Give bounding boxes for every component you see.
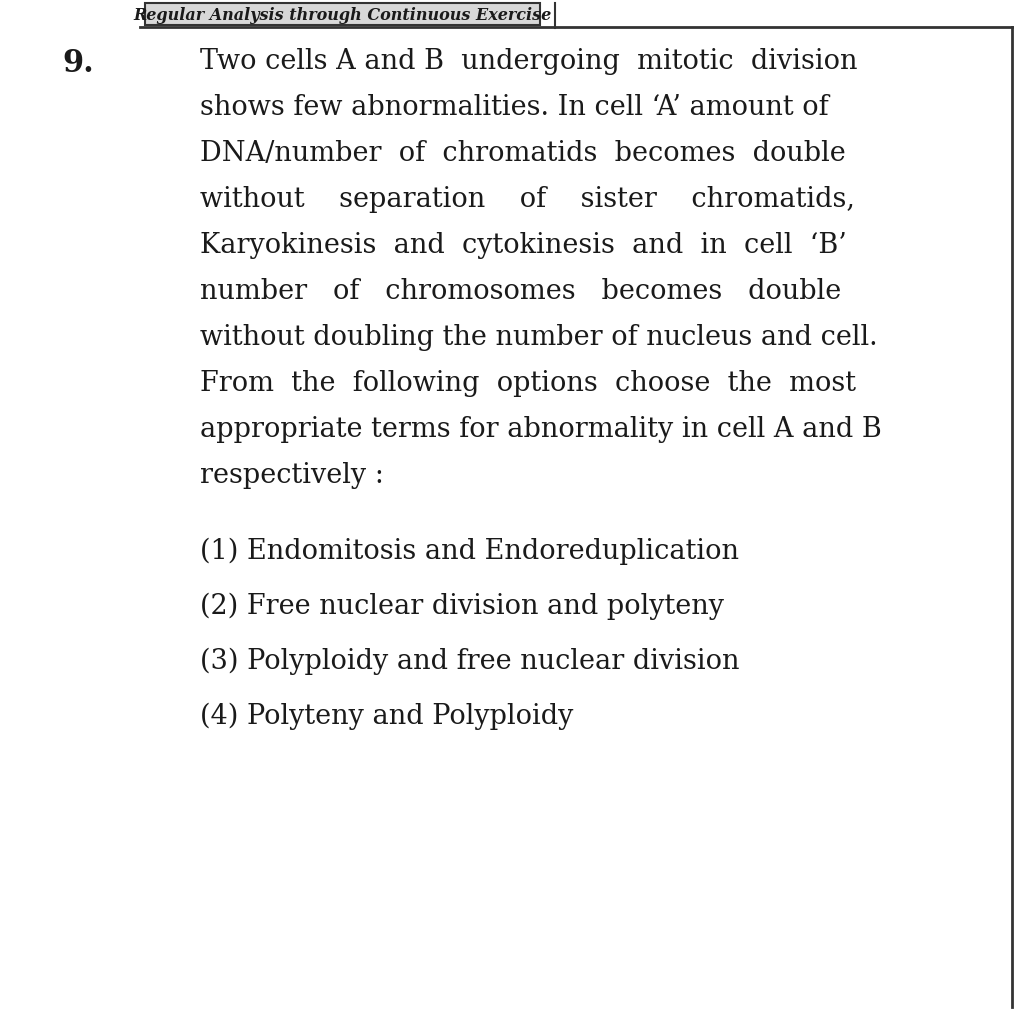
Text: without    separation    of    sister    chromatids,: without separation of sister chromatids,	[200, 186, 855, 212]
Text: shows few abnormalities. In cell ‘A’ amount of: shows few abnormalities. In cell ‘A’ amo…	[200, 94, 828, 121]
Text: Two cells A and B  undergoing  mitotic  division: Two cells A and B undergoing mitotic div…	[200, 48, 857, 75]
Text: DNA/number  of  chromatids  becomes  double: DNA/number of chromatids becomes double	[200, 140, 846, 167]
Text: number   of   chromosomes   becomes   double: number of chromosomes becomes double	[200, 278, 842, 304]
Text: Regular Analysis through Continuous Exercise: Regular Analysis through Continuous Exer…	[133, 6, 552, 23]
Text: respectively :: respectively :	[200, 462, 384, 488]
Text: From  the  following  options  choose  the  most: From the following options choose the mo…	[200, 370, 856, 396]
Text: Karyokinesis  and  cytokinesis  and  in  cell  ‘B’: Karyokinesis and cytokinesis and in cell…	[200, 232, 847, 259]
Text: 9.: 9.	[62, 48, 94, 79]
Text: without doubling the number of nucleus and cell.: without doubling the number of nucleus a…	[200, 324, 878, 351]
Text: (1) Endomitosis and Endoreduplication: (1) Endomitosis and Endoreduplication	[200, 538, 739, 565]
Text: (4) Polyteny and Polyploidy: (4) Polyteny and Polyploidy	[200, 703, 573, 730]
Bar	[145, 4, 540, 26]
Text: (3) Polyploidy and free nuclear division: (3) Polyploidy and free nuclear division	[200, 647, 739, 674]
Text: (2) Free nuclear division and polyteny: (2) Free nuclear division and polyteny	[200, 592, 724, 620]
Text: appropriate terms for abnormality in cell A and B: appropriate terms for abnormality in cel…	[200, 416, 882, 443]
